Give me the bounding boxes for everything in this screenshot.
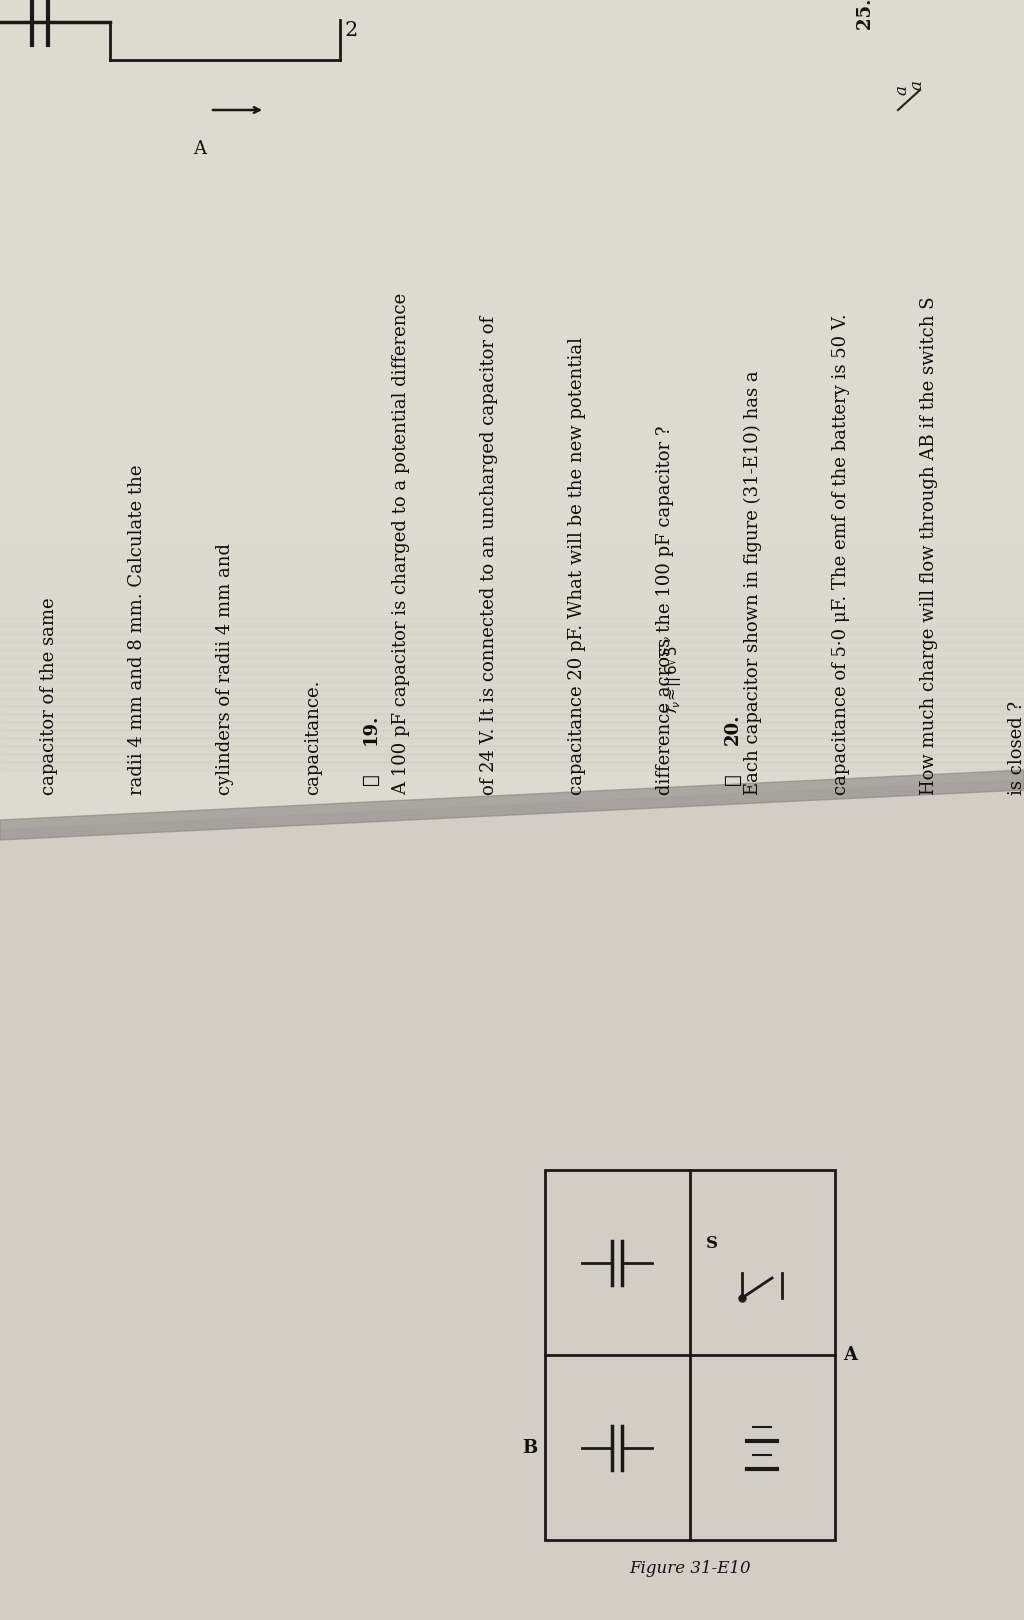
- Text: ✓: ✓: [362, 773, 380, 786]
- Text: ✓: ✓: [724, 773, 742, 786]
- Text: radii 4 mm and 8 mm. Calculate the: radii 4 mm and 8 mm. Calculate the: [128, 465, 146, 795]
- Text: a: a: [893, 86, 910, 96]
- Text: 20.: 20.: [724, 713, 742, 745]
- Text: 2: 2: [345, 21, 358, 39]
- Text: 19.: 19.: [362, 714, 380, 745]
- Text: difference across the 100 pF capacitor ?: difference across the 100 pF capacitor ?: [656, 426, 674, 795]
- Text: a: a: [908, 79, 925, 91]
- Text: A: A: [843, 1346, 857, 1364]
- Text: A 100 pF capacitor is charged to a potential difference: A 100 pF capacitor is charged to a poten…: [392, 293, 410, 795]
- Text: Each capacitor shown in figure (31-E10) has a: Each capacitor shown in figure (31-E10) …: [743, 371, 762, 795]
- Text: capacitor of the same: capacitor of the same: [40, 598, 58, 795]
- Text: B: B: [522, 1439, 537, 1456]
- Text: Figure 31-E10: Figure 31-E10: [629, 1560, 751, 1576]
- Text: is closed ?: is closed ?: [1008, 701, 1024, 795]
- Text: $\mathcal{T}_\nu \! \approx \! ||\, 6\!\sqrt{5}^{\,\nu}\!\!$: $\mathcal{T}_\nu \! \approx \! ||\, 6\!\…: [658, 635, 684, 714]
- Text: A: A: [194, 139, 207, 159]
- Text: S: S: [706, 1234, 718, 1252]
- Text: 25. Fir: 25. Fir: [857, 0, 874, 31]
- Text: of 24 V. It is connected to an uncharged capacitor of: of 24 V. It is connected to an uncharged…: [480, 316, 498, 795]
- Text: capacitance 20 pF. What will be the new potential: capacitance 20 pF. What will be the new …: [568, 337, 586, 795]
- Text: How much charge will flow through AB if the switch S: How much charge will flow through AB if …: [920, 296, 938, 795]
- Text: cylinders of radii 4 mm and: cylinders of radii 4 mm and: [216, 543, 234, 795]
- Bar: [545, 1170, 835, 1541]
- Text: capacitance of 5·0 μF. The emf of the battery is 50 V.: capacitance of 5·0 μF. The emf of the ba…: [831, 313, 850, 795]
- Text: capacitance.: capacitance.: [304, 679, 322, 795]
